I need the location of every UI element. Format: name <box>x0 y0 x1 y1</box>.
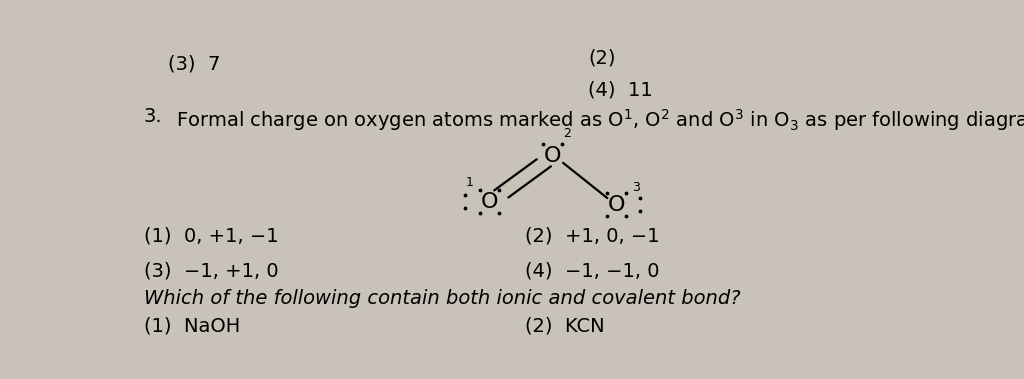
Text: (2)  KCN: (2) KCN <box>524 317 604 336</box>
Text: (2): (2) <box>588 49 615 67</box>
Text: (3)  7: (3) 7 <box>168 54 220 73</box>
Text: O: O <box>607 194 625 215</box>
Text: O: O <box>480 192 498 211</box>
Text: 3: 3 <box>632 180 640 194</box>
Text: 2: 2 <box>563 127 570 139</box>
Text: Which of the following contain both ionic and covalent bond?: Which of the following contain both ioni… <box>143 289 740 308</box>
Text: (4)  11: (4) 11 <box>588 80 653 100</box>
Text: (1)  0, +1, −1: (1) 0, +1, −1 <box>143 226 279 246</box>
Text: Formal charge on oxygen atoms marked as O$^1$, O$^2$ and O$^3$ in O$_3$ as per f: Formal charge on oxygen atoms marked as … <box>176 107 1024 133</box>
Text: 3.: 3. <box>143 107 163 126</box>
Text: (4)  −1, −1, 0: (4) −1, −1, 0 <box>524 262 659 280</box>
Text: (2)  +1, 0, −1: (2) +1, 0, −1 <box>524 226 659 246</box>
Text: (3)  −1, +1, 0: (3) −1, +1, 0 <box>143 262 279 280</box>
Text: O: O <box>544 146 561 166</box>
Text: 1: 1 <box>465 176 473 189</box>
Text: (1)  NaOH: (1) NaOH <box>143 317 240 336</box>
